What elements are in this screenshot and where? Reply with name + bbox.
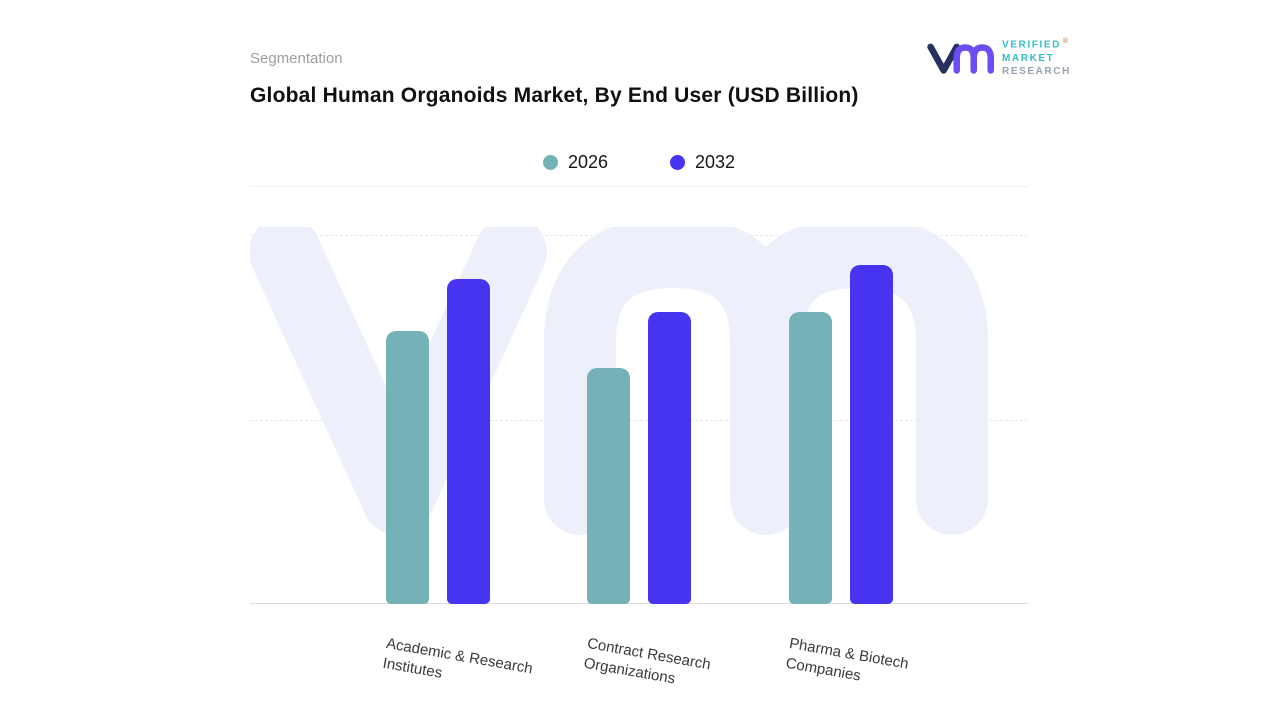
x-axis-labels: Academic & Research Institutes Contract Re… <box>250 604 1028 720</box>
bar-2026-group1 <box>386 331 429 604</box>
legend-item-2026[interactable]: 2026 <box>542 151 608 173</box>
vmr-logo-text: VERIFIED ® MARKET RESEARCH <box>1002 37 1071 79</box>
segmentation-label: Segmentation <box>250 50 343 67</box>
legend-dot-icon <box>670 154 685 170</box>
chart-title: Global Human Organoids Market, By End Us… <box>250 84 859 107</box>
vmr-logo-mark-icon <box>927 43 994 74</box>
x-axis-label-group1: Academic & Research Institutes <box>381 634 534 682</box>
gridline-middle <box>250 419 1028 421</box>
logo-line-research: RESEARCH <box>1002 66 1071 78</box>
bar-2026-group2 <box>587 368 630 604</box>
bar-2026-group3 <box>789 312 832 604</box>
logo-line-verified: VERIFIED ® <box>1002 38 1070 51</box>
chart-legend: 2026 2032 <box>250 146 1028 178</box>
bar-2032-group2 <box>648 312 691 604</box>
plot-area <box>250 227 1028 604</box>
x-axis-label-group2: Contract Research Organizations <box>582 634 712 688</box>
bar-2032-group3 <box>850 265 893 604</box>
registered-trademark-icon: ® <box>1062 38 1070 46</box>
separator-line <box>250 186 1028 187</box>
legend-item-2032[interactable]: 2032 <box>670 152 735 173</box>
bars-layer <box>250 235 1028 604</box>
bar-2032-group1 <box>447 279 490 604</box>
legend-dot-icon <box>542 154 558 170</box>
legend-label: 2026 <box>567 151 608 172</box>
legend-label: 2032 <box>695 151 736 172</box>
x-axis-baseline <box>250 603 1028 604</box>
x-axis-label-group3: Pharma & Biotech Companies <box>784 634 910 685</box>
logo-line-market: MARKET <box>1002 52 1055 64</box>
vmr-logo: VERIFIED ® MARKET RESEARCH <box>926 36 1071 80</box>
